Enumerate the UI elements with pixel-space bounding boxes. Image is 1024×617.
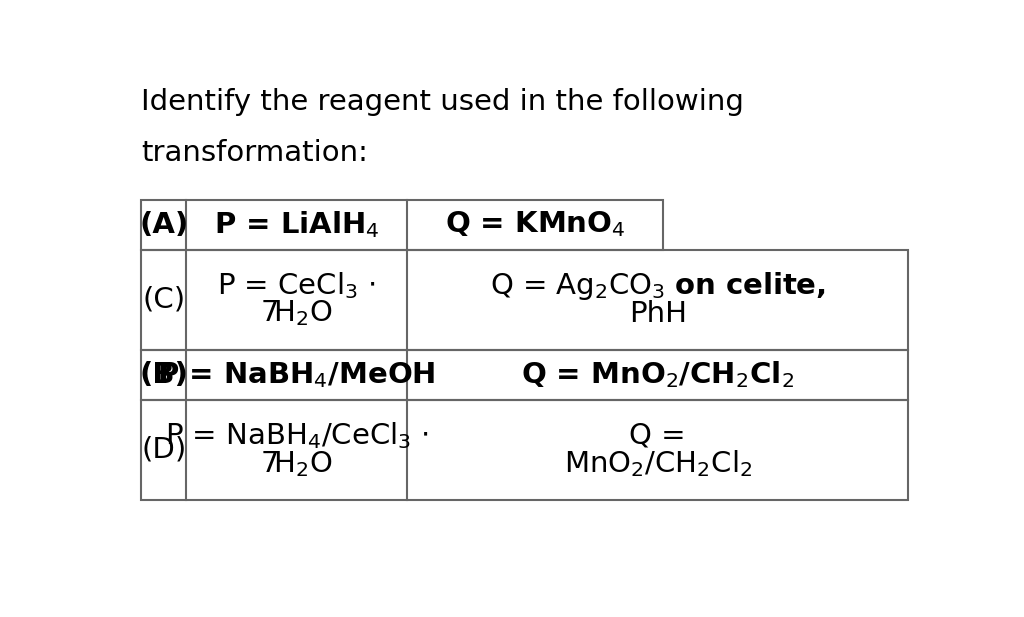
Text: P = LiAlH$_4$: P = LiAlH$_4$ [214, 209, 379, 240]
Text: 7H$_2$O: 7H$_2$O [260, 299, 333, 328]
Text: (D): (D) [141, 436, 186, 464]
Text: transformation:: transformation: [141, 139, 368, 167]
Text: (B): (B) [139, 361, 188, 389]
Text: Q = MnO$_2$/CH$_2$Cl$_2$: Q = MnO$_2$/CH$_2$Cl$_2$ [521, 359, 795, 390]
Text: P = NaBH$_4$/MeOH: P = NaBH$_4$/MeOH [158, 360, 436, 389]
Text: Identify the reagent used in the following: Identify the reagent used in the followi… [141, 88, 744, 116]
Text: (C): (C) [142, 286, 185, 313]
Text: P = NaBH$_4$/CeCl$_3$ $\cdot$: P = NaBH$_4$/CeCl$_3$ $\cdot$ [165, 421, 429, 452]
Text: Q = KMnO$_4$: Q = KMnO$_4$ [444, 210, 625, 239]
Text: MnO$_2$/CH$_2$Cl$_2$: MnO$_2$/CH$_2$Cl$_2$ [563, 449, 752, 479]
Text: 7H$_2$O: 7H$_2$O [260, 449, 333, 479]
Text: Q = Ag$_2$CO$_3$ $\mathbf{on\ celite,}$: Q = Ag$_2$CO$_3$ $\mathbf{on\ celite,}$ [489, 270, 825, 302]
Text: (A): (A) [139, 210, 188, 239]
Text: PhH: PhH [629, 299, 687, 328]
Text: P = CeCl$_3$ $\cdot$: P = CeCl$_3$ $\cdot$ [217, 270, 376, 301]
Text: Q =: Q = [630, 422, 686, 450]
